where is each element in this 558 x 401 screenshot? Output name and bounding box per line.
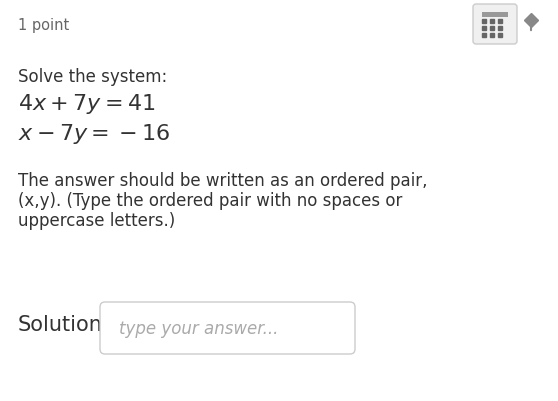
Text: $x - 7y = -16$: $x - 7y = -16$: [18, 122, 170, 146]
FancyBboxPatch shape: [473, 5, 517, 45]
Text: type your answer...: type your answer...: [119, 319, 278, 337]
Text: 1 point: 1 point: [18, 18, 69, 33]
Text: The answer should be written as an ordered pair,: The answer should be written as an order…: [18, 172, 427, 190]
Text: uppercase letters.): uppercase letters.): [18, 211, 175, 229]
Text: (x,y). (Type the ordered pair with no spaces or: (x,y). (Type the ordered pair with no sp…: [18, 192, 402, 209]
Text: $4x + 7y = 41$: $4x + 7y = 41$: [18, 92, 156, 116]
Text: Solve the system:: Solve the system:: [18, 68, 167, 86]
Bar: [482, 13, 508, 18]
FancyBboxPatch shape: [100, 302, 355, 354]
Text: Solution:: Solution:: [18, 314, 110, 334]
